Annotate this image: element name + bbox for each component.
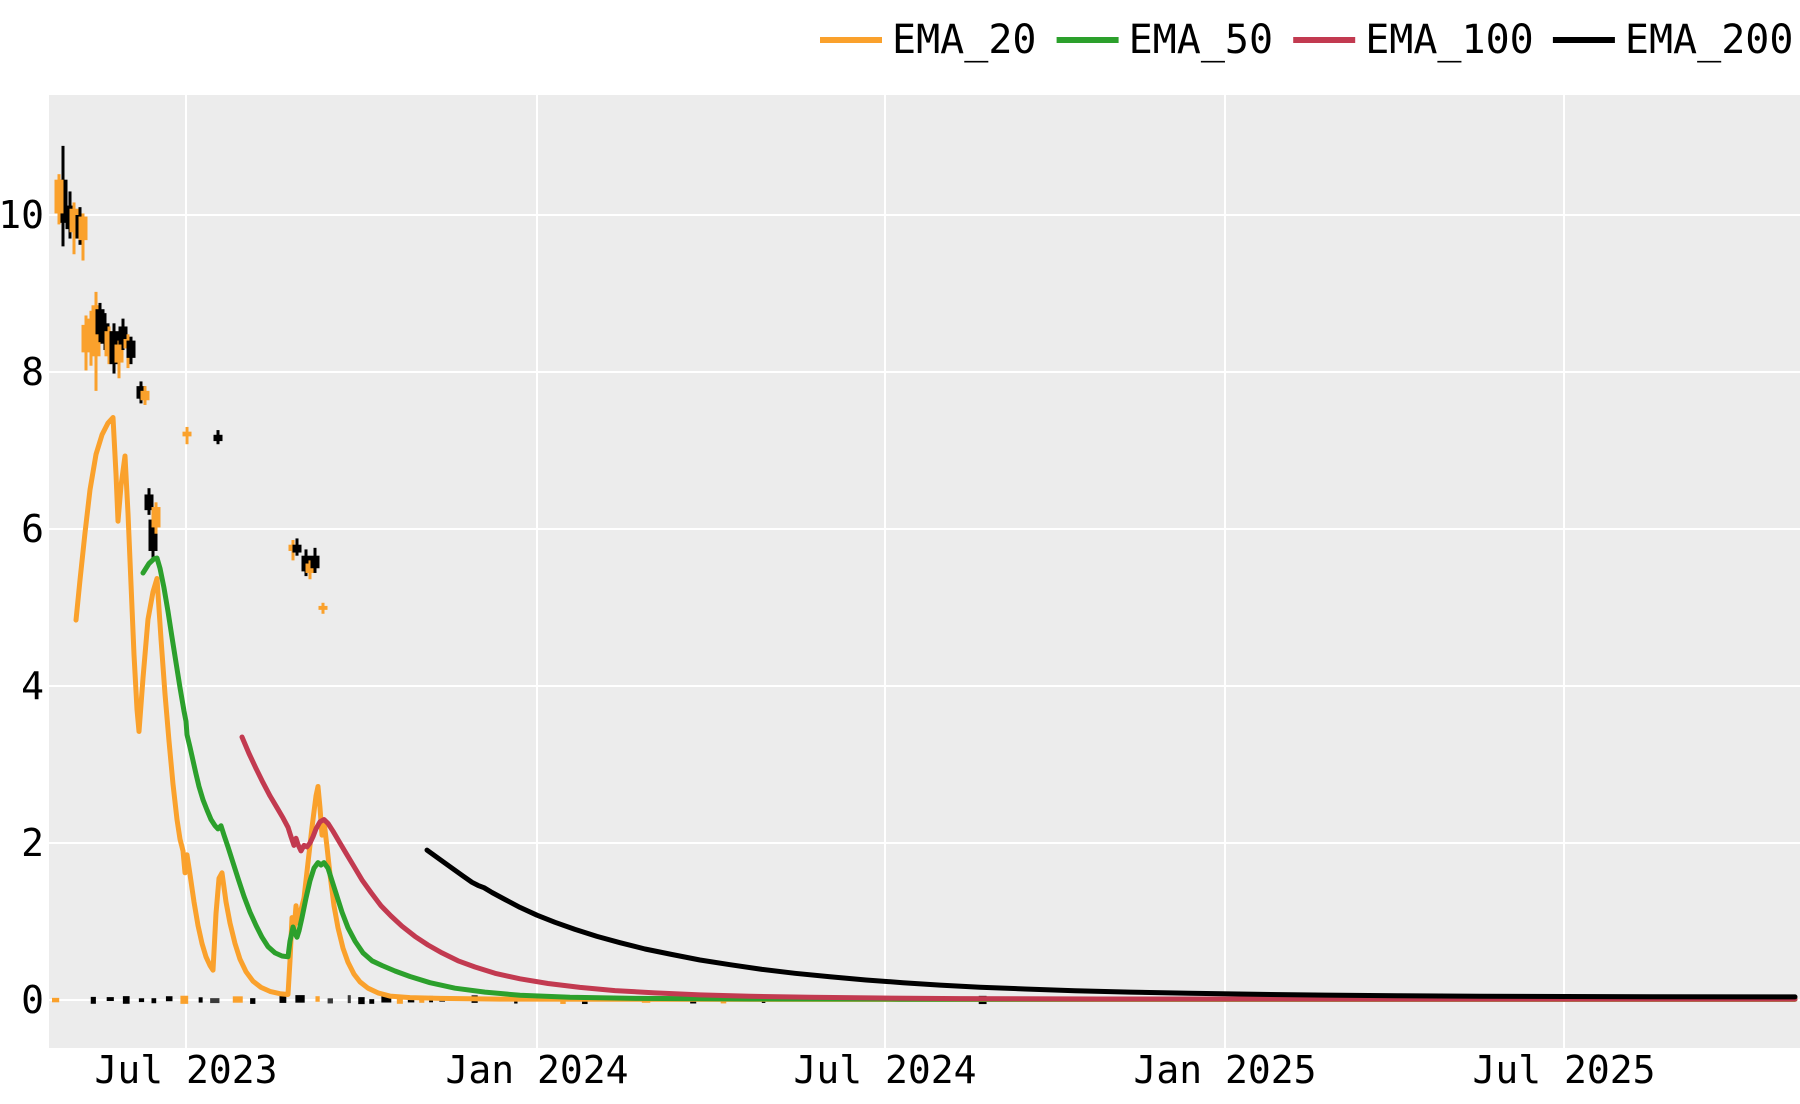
y-tick-label: 2 — [21, 821, 44, 865]
candle-body — [148, 519, 158, 551]
baseline-mark — [180, 995, 189, 1004]
candle-body — [78, 216, 88, 241]
candle-body — [305, 563, 315, 573]
candle-body — [140, 390, 150, 401]
baseline-mark — [358, 997, 365, 1005]
candle-body — [182, 431, 192, 437]
legend-item-ema-50: EMA_50 — [1056, 17, 1274, 63]
candle-body — [69, 208, 79, 233]
x-tick-label: Jul 2024 — [793, 1048, 976, 1092]
gridlines — [49, 95, 1800, 1048]
candle-body — [81, 324, 91, 353]
candle-body — [109, 331, 119, 365]
candle-body — [86, 318, 96, 347]
baseline-mark — [90, 996, 96, 1004]
ema-lines — [73, 415, 1798, 1002]
y-axis-tick-labels: 0 2 4 6 8 10 — [0, 193, 44, 1022]
baseline-mark — [369, 999, 375, 1004]
ema-20-line — [73, 415, 1798, 1002]
candle-body — [114, 344, 124, 363]
candle-body — [104, 331, 114, 357]
candle-body — [318, 605, 328, 610]
y-tick-label: 0 — [21, 978, 44, 1022]
baseline-mark — [106, 997, 114, 1002]
baseline-mark — [419, 998, 425, 1003]
x-tick-label: Jul 2023 — [94, 1048, 277, 1092]
baseline-mark — [198, 997, 203, 1003]
baseline-mark — [396, 998, 403, 1004]
x-tick-label: Jan 2024 — [445, 1048, 628, 1092]
legend-label: EMA_20 — [892, 17, 1037, 63]
legend-item-ema-20: EMA_20 — [820, 17, 1037, 63]
candle-body — [292, 544, 302, 553]
baseline-mark — [279, 995, 287, 1003]
baseline-mark — [232, 996, 243, 1003]
baseline-mark — [295, 995, 305, 1003]
y-tick-label: 6 — [21, 507, 44, 551]
baseline-mark — [151, 998, 157, 1004]
plot-area — [49, 95, 1800, 1048]
x-tick-label: Jan 2025 — [1133, 1048, 1316, 1092]
baseline-mark — [381, 996, 392, 1003]
candle-body — [310, 555, 320, 569]
candle-body — [126, 340, 136, 358]
legend-label: EMA_100 — [1365, 17, 1534, 63]
candlesticks — [54, 145, 328, 614]
baseline-mark — [52, 997, 60, 1003]
baseline-mark — [327, 998, 333, 1004]
baseline-mark — [250, 998, 256, 1004]
candle-body — [95, 309, 105, 335]
legend: EMA_20 EMA_50 EMA_100 EMA_200 — [820, 17, 1793, 63]
legend-item-ema-100: EMA_100 — [1293, 17, 1534, 63]
ema-100-line — [239, 734, 1798, 1002]
baseline-mark — [122, 996, 130, 1004]
candle-body — [213, 434, 223, 442]
candle-body — [151, 507, 161, 528]
y-tick-label: 4 — [21, 664, 44, 708]
baseline-mark — [165, 996, 173, 1002]
ema-50-line — [140, 555, 1798, 1002]
baseline-mark — [347, 995, 351, 1004]
legend-label: EMA_50 — [1129, 17, 1274, 63]
x-tick-label: Jul 2025 — [1472, 1048, 1655, 1092]
candle-body — [144, 494, 154, 511]
baseline-mark — [210, 998, 220, 1004]
legend-item-ema-200: EMA_200 — [1552, 17, 1794, 63]
y-tick-label: 8 — [21, 350, 44, 394]
y-tick-label: 10 — [0, 193, 44, 237]
ema-200-line — [424, 847, 1798, 1000]
legend-label: EMA_200 — [1625, 17, 1794, 63]
baseline-mark — [138, 998, 145, 1003]
baseline-mark — [315, 996, 320, 1002]
candle-body — [118, 326, 128, 345]
candle-body — [54, 179, 64, 214]
x-axis-tick-labels: Jul 2023 Jan 2024 Jul 2024 Jan 2025 Jul 2025 — [94, 1048, 1655, 1092]
